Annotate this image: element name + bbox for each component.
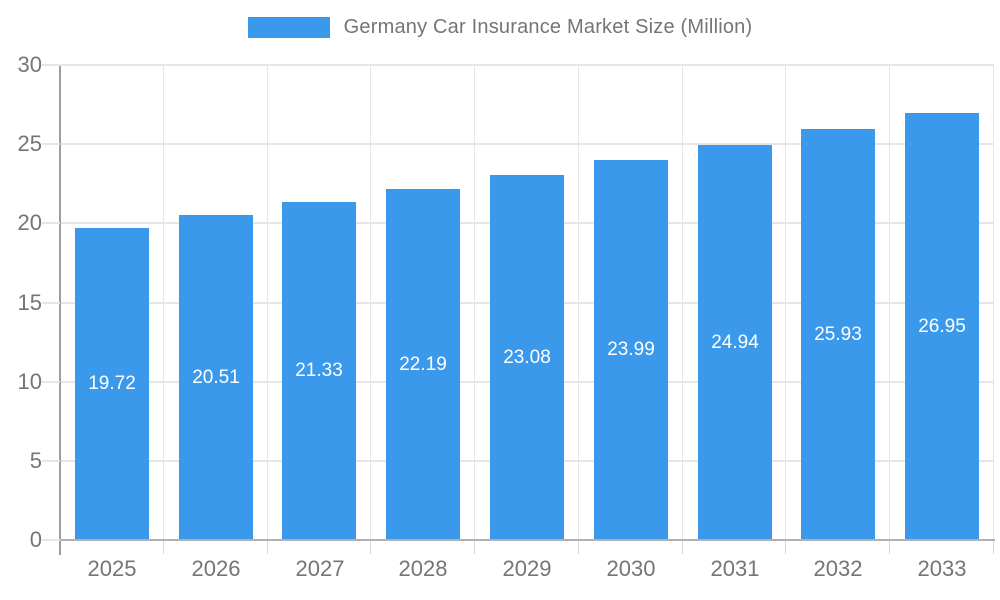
x-axis-tick	[163, 541, 164, 554]
bar[interactable]: 22.19	[386, 189, 460, 540]
x-axis-tick-label: 2026	[191, 556, 241, 581]
x-axis-tick	[578, 541, 579, 554]
gridline-horizontal	[60, 143, 994, 146]
x-axis-tick	[267, 541, 268, 554]
x-axis-tick-label: 2027	[295, 556, 345, 581]
x-axis-tick-label: 2028	[398, 556, 448, 581]
y-axis-tick	[42, 459, 60, 462]
gridline-vertical	[370, 65, 371, 540]
gridline-vertical	[474, 65, 475, 540]
y-axis-tick	[42, 301, 60, 304]
bar[interactable]: 23.08	[490, 175, 564, 540]
x-axis-tick-label: 2029	[502, 556, 552, 581]
bar-value-label: 19.72	[88, 373, 136, 394]
x-axis-tick	[682, 541, 683, 554]
bar[interactable]: 24.94	[698, 145, 772, 540]
y-axis-tick-label: 25	[17, 131, 42, 157]
gridline-vertical	[785, 65, 786, 540]
y-axis-tick	[42, 539, 60, 541]
gridline-horizontal	[60, 64, 994, 66]
bar[interactable]: 26.95	[905, 113, 979, 540]
y-axis-tick-label: 15	[17, 289, 42, 315]
y-axis-tick-label: 10	[17, 368, 42, 394]
x-axis-tick-label: 2025	[87, 556, 137, 581]
y-axis-tick	[42, 64, 60, 66]
y-axis-tick	[42, 222, 60, 225]
x-axis-tick	[993, 541, 994, 554]
x-axis-tick	[889, 541, 890, 554]
bar[interactable]: 25.93	[801, 129, 875, 540]
x-axis-tick-label: 2032	[813, 556, 863, 581]
x-axis-tick	[474, 541, 475, 554]
bar-value-label: 23.08	[503, 347, 551, 368]
legend-label: Germany Car Insurance Market Size (Milli…	[343, 16, 753, 38]
plot-area: 19.72 20.51 21.33 22.19 23.08 23.99 24.94 25.93…	[60, 64, 994, 540]
y-axis-tick-label: 0	[29, 527, 42, 552]
gridline-vertical	[267, 65, 268, 540]
gridline-vertical	[682, 65, 683, 540]
y-axis-tick-label: 5	[29, 447, 42, 473]
bar-value-label: 25.93	[814, 324, 862, 345]
y-axis-line	[59, 66, 61, 555]
bar[interactable]: 20.51	[179, 215, 253, 540]
gridline-vertical	[889, 65, 890, 540]
gridline-vertical	[993, 65, 994, 540]
bar[interactable]: 23.99	[594, 160, 668, 540]
bar[interactable]: 19.72	[75, 228, 149, 540]
y-axis-tick	[42, 380, 60, 383]
y-axis-tick-label: 30	[17, 52, 42, 77]
x-axis-tick-label: 2030	[606, 556, 656, 581]
x-axis-tick-label: 2031	[710, 556, 760, 581]
bar[interactable]: 21.33	[282, 202, 356, 540]
legend[interactable]: Germany Car Insurance Market Size (Milli…	[0, 16, 1000, 39]
gridline-vertical	[163, 65, 164, 540]
x-axis-tick	[785, 541, 786, 554]
x-axis-tick	[59, 541, 61, 554]
x-axis-tick-label: 2033	[917, 556, 967, 581]
bar-value-label: 21.33	[295, 360, 343, 381]
bar-value-label: 23.99	[607, 339, 655, 360]
y-axis-tick	[42, 143, 60, 146]
bar-value-label: 24.94	[711, 332, 759, 353]
bar-value-label: 26.95	[918, 316, 966, 337]
bar-value-label: 20.51	[192, 367, 240, 388]
x-axis-tick	[370, 541, 371, 554]
y-axis-tick-label: 20	[17, 210, 42, 236]
gridline-vertical	[578, 65, 579, 540]
bar-value-label: 22.19	[399, 354, 447, 375]
x-axis-line	[58, 539, 995, 541]
legend-swatch	[247, 17, 330, 38]
